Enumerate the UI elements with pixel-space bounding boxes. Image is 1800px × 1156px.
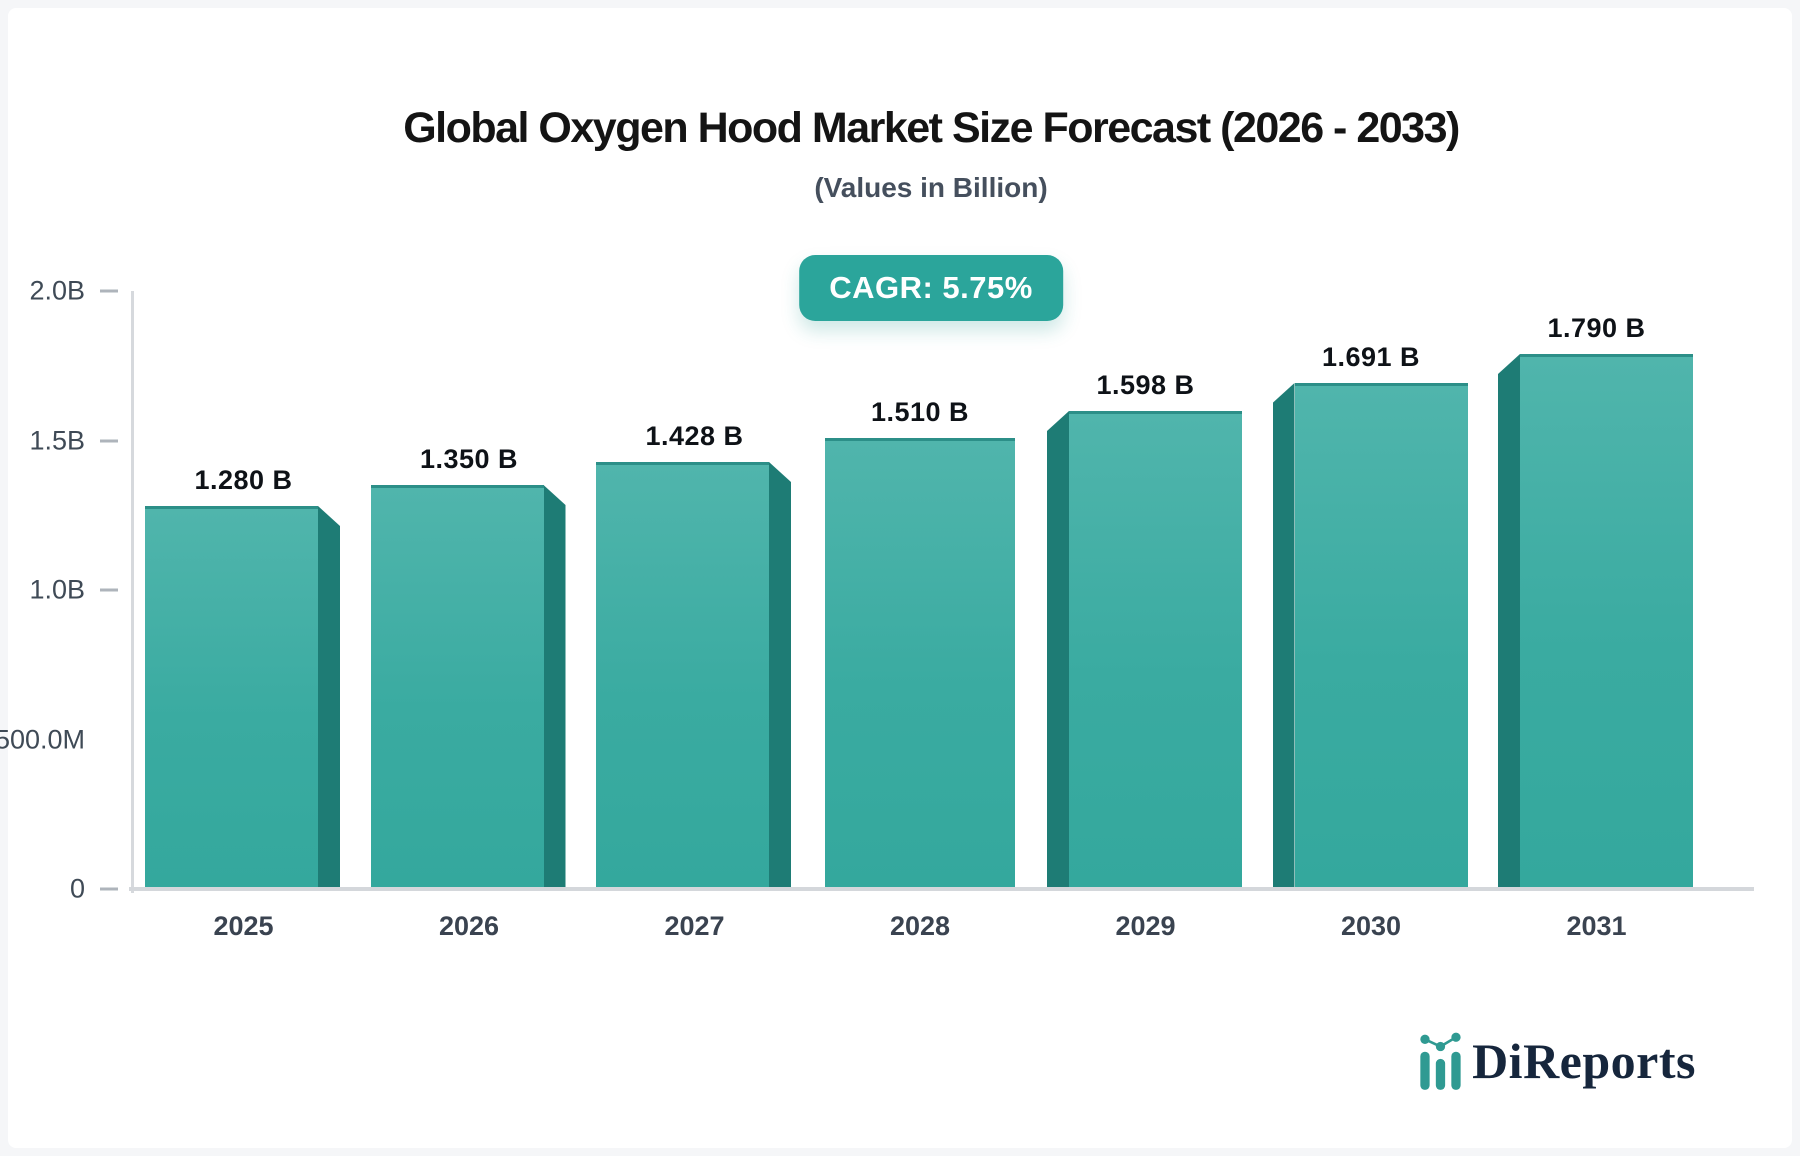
bar-face bbox=[145, 506, 318, 889]
bar-side-face bbox=[543, 485, 566, 889]
bar-2027 bbox=[596, 462, 793, 889]
bar-side-face bbox=[1272, 383, 1295, 889]
bar-side-face bbox=[1047, 411, 1069, 889]
x-axis-label-2026: 2026 bbox=[438, 911, 500, 941]
bar-2031 bbox=[1498, 354, 1695, 889]
brand-name: DiReports bbox=[1472, 1033, 1696, 1089]
chart-subtitle: (Values in Billion) bbox=[814, 172, 1048, 203]
bar-side-face bbox=[769, 462, 791, 889]
bar-2030 bbox=[1272, 383, 1470, 889]
y-tick-label-1.5B: 1.5B bbox=[29, 425, 85, 455]
bar-2026 bbox=[370, 485, 568, 889]
y-axis-line bbox=[131, 291, 134, 893]
x-axis-label-2027: 2027 bbox=[664, 911, 725, 941]
bar-2028 bbox=[822, 438, 1019, 889]
bar-group-2026: 1.350 B 2026 bbox=[370, 291, 568, 941]
bar-group-2028: 1.510 B 2028 bbox=[822, 291, 1019, 941]
bar-face bbox=[1520, 354, 1693, 889]
bar-value-label-2027: 1.428 B bbox=[645, 421, 744, 451]
bar-group-2030: 1.691 B 2030 bbox=[1272, 291, 1470, 941]
bar-side-face bbox=[1498, 354, 1520, 889]
x-axis-baseline bbox=[129, 887, 1754, 891]
cagr-badge: CAGR: 5.75% bbox=[799, 255, 1063, 321]
plot-area: 2.0B 1.5B 1.0B 500.0M 0 1.280 B 2025 1.350 B 202… bbox=[0, 276, 1754, 941]
x-axis-label-2025: 2025 bbox=[213, 911, 274, 941]
y-tick-label-0: 0 bbox=[69, 873, 85, 904]
bar-group-2025: 1.280 B 2025 bbox=[145, 291, 342, 941]
bar-value-label-2025: 1.280 B bbox=[194, 465, 293, 495]
bar-face bbox=[1294, 383, 1468, 889]
bar-face bbox=[1069, 411, 1242, 889]
bar-group-2027: 1.428 B 2027 bbox=[596, 291, 793, 941]
bar-2025 bbox=[145, 506, 342, 889]
x-axis-label-2031: 2031 bbox=[1566, 911, 1627, 941]
y-tick-dash bbox=[100, 289, 118, 293]
y-tick-dash bbox=[100, 439, 118, 442]
bar-face bbox=[824, 438, 1015, 889]
bar-face bbox=[596, 462, 769, 889]
bar-face bbox=[370, 485, 544, 889]
bar-group-2031: 1.790 B 2031 bbox=[1498, 291, 1695, 941]
x-axis-label-2028: 2028 bbox=[889, 911, 951, 941]
brand-logo: DiReports bbox=[1418, 1030, 1696, 1092]
bar-group-2029: 1.598 B 2029 bbox=[1047, 291, 1244, 941]
bar-side-face bbox=[318, 506, 340, 889]
y-tick-dash bbox=[100, 588, 118, 592]
x-axis-label-2030: 2030 bbox=[1340, 911, 1402, 941]
chart-card: Global Oxygen Hood Market Size Forecast … bbox=[0, 8, 1792, 1148]
bar-value-label-2029: 1.598 B bbox=[1096, 370, 1195, 400]
y-tick-dash bbox=[100, 887, 118, 891]
bar-value-label-2028: 1.510 B bbox=[870, 397, 970, 427]
x-axis-label-2029: 2029 bbox=[1115, 911, 1176, 941]
bar-value-label-2031: 1.790 B bbox=[1547, 313, 1646, 343]
bar-value-label-2026: 1.350 B bbox=[419, 444, 519, 474]
bar-value-label-2030: 1.691 B bbox=[1321, 342, 1421, 372]
y-tick-label-2.0B: 2.0B bbox=[29, 275, 85, 306]
y-tick-label-500.0M: 500.0M bbox=[0, 724, 85, 754]
bar-2029 bbox=[1047, 411, 1244, 889]
chart-title: Global Oxygen Hood Market Size Forecast … bbox=[403, 104, 1460, 152]
bar-chart-logo-icon bbox=[1420, 1032, 1461, 1090]
y-tick-label-1.0B: 1.0B bbox=[29, 574, 85, 605]
